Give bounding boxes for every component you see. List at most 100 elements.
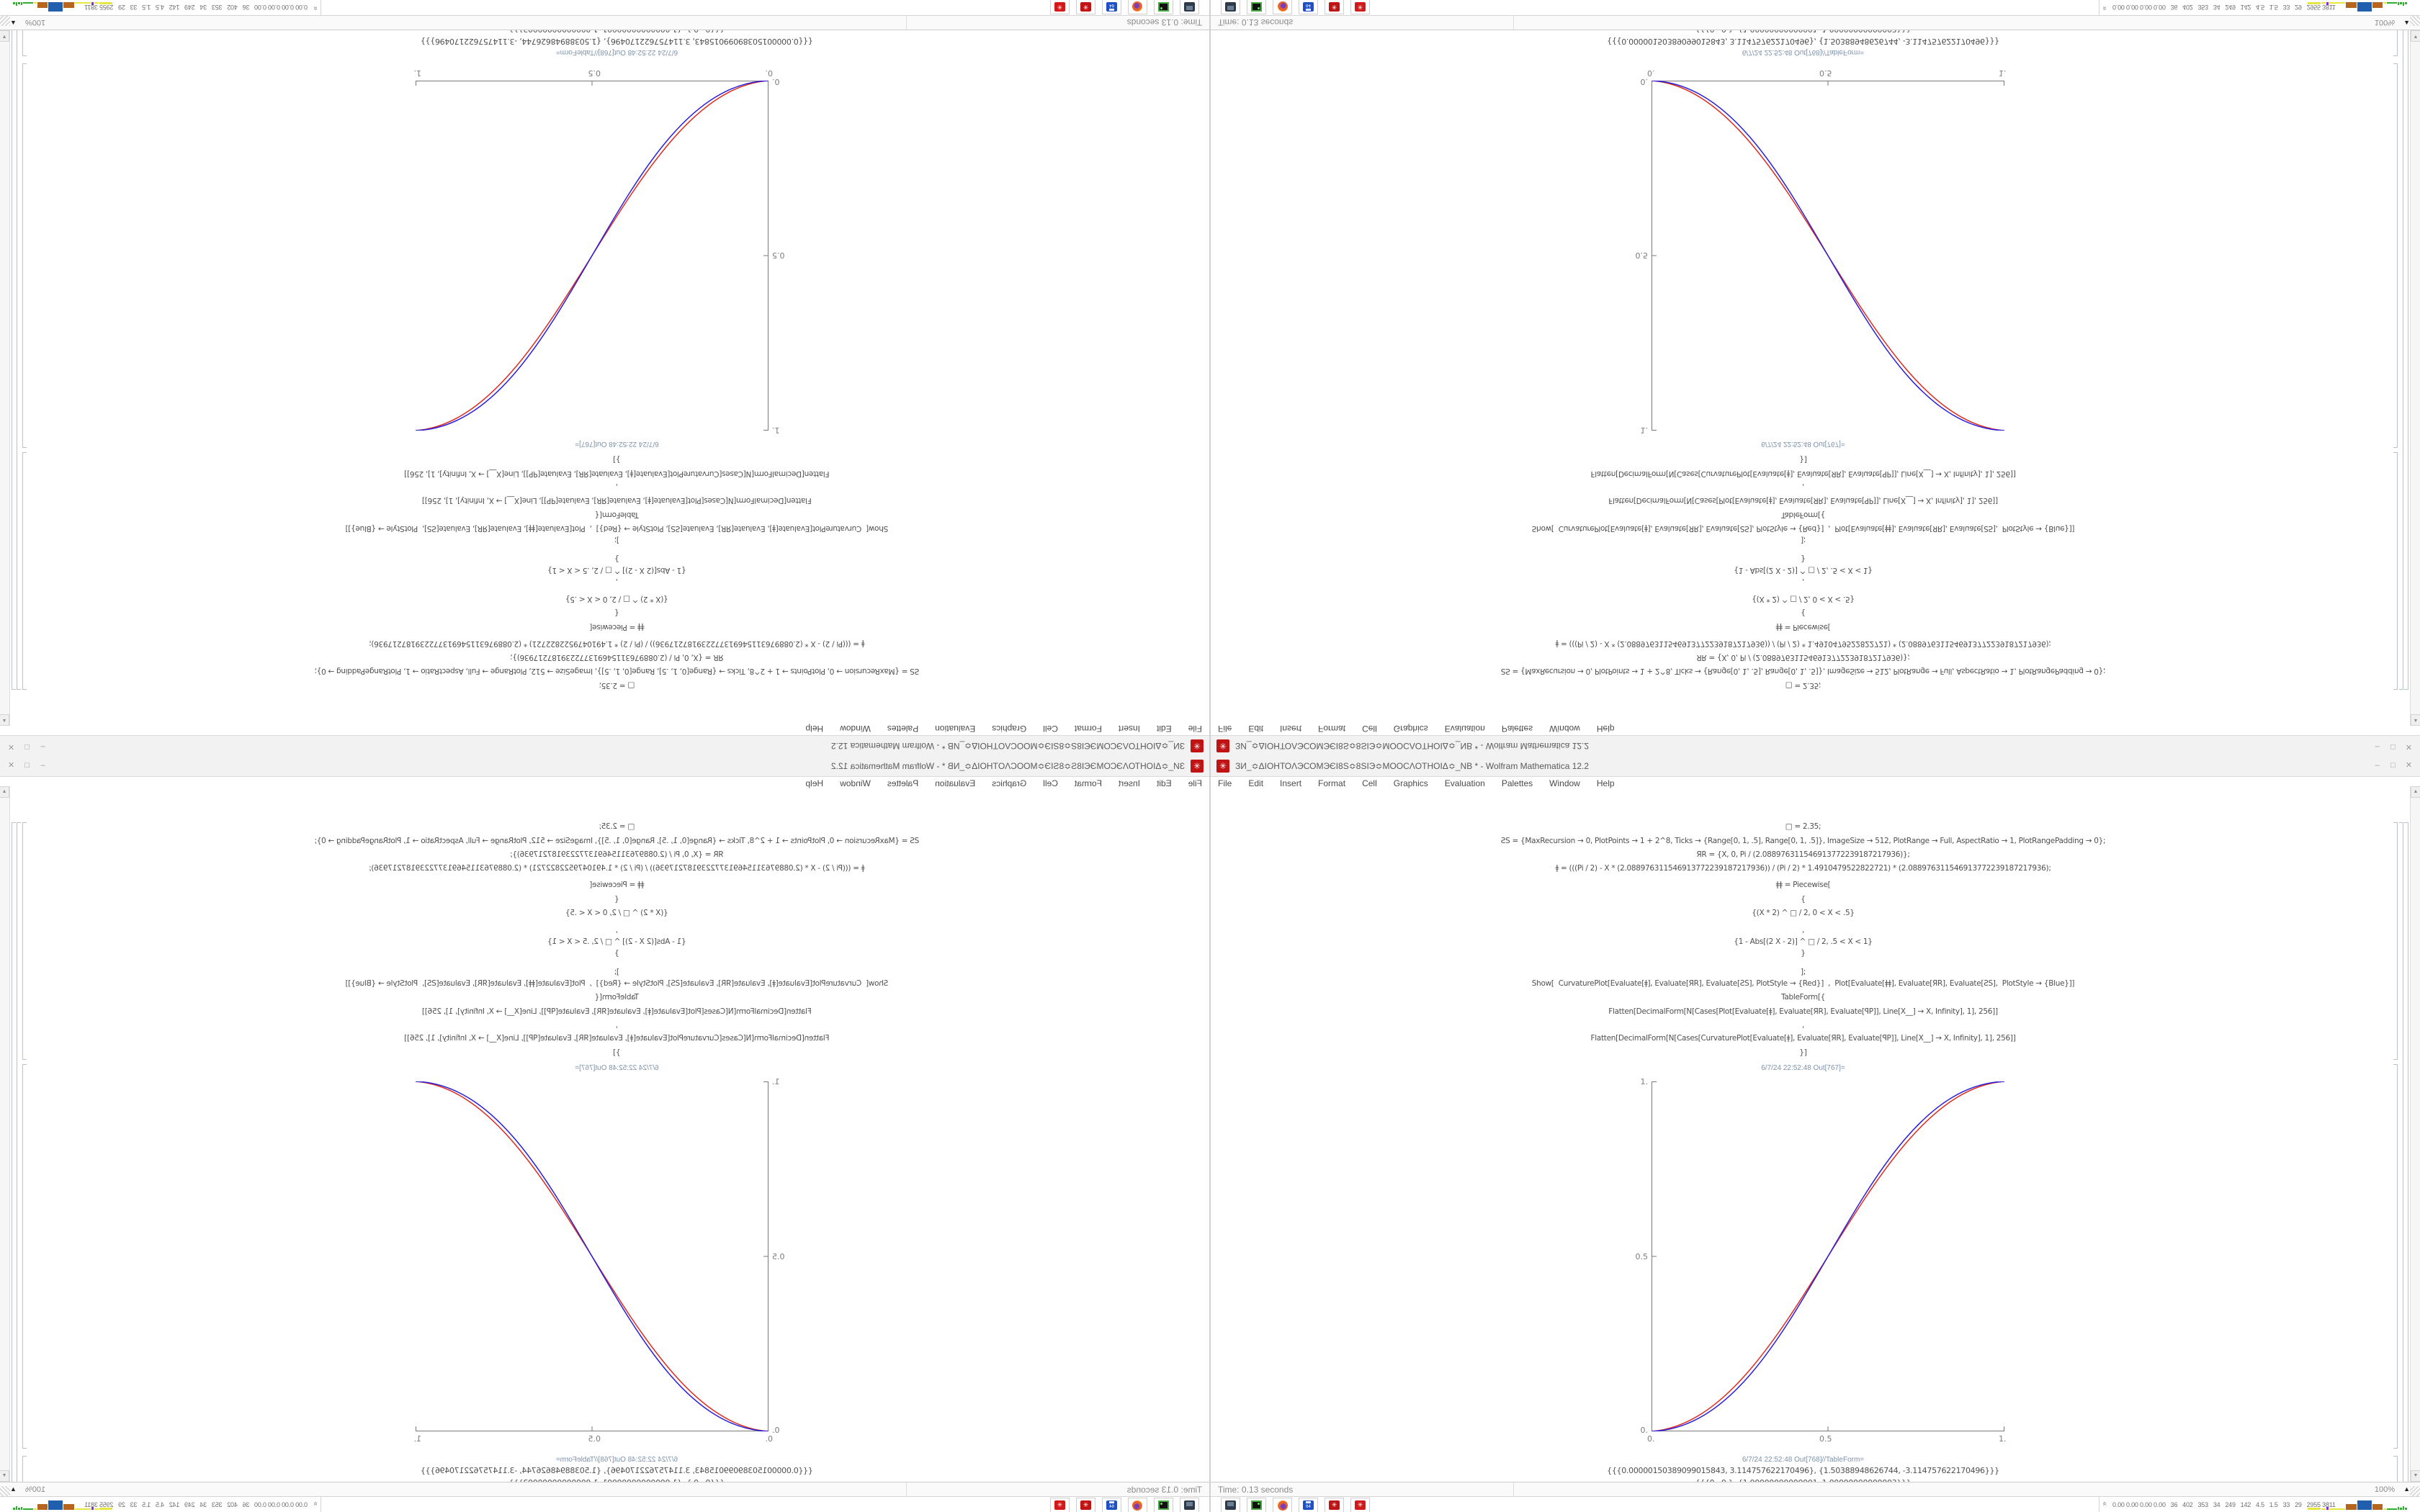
close-button[interactable]: ✕	[7, 761, 15, 770]
scroll-up-arrow[interactable]: ▲	[2411, 714, 2420, 726]
code-line[interactable]: {1 - Abs[(2 X - 2)] ^ □ / 2, .5 < X < 1}	[1734, 937, 1873, 946]
code-line[interactable]: Flatten[DecimalForm[N[Cases[Plot[Evaluat…	[422, 496, 812, 505]
menu-insert[interactable]: Insert	[1118, 724, 1140, 734]
taskbar-item-disk[interactable]	[1247, 0, 1266, 14]
code-line[interactable]: ,	[615, 482, 619, 491]
code-line[interactable]: {	[614, 895, 619, 904]
code-line[interactable]: Flatten[DecimalForm[N[Cases[CurvaturePlo…	[404, 1034, 830, 1043]
close-button[interactable]: ✕	[2405, 761, 2413, 770]
code-line[interactable]: TableForm[{	[1780, 993, 1826, 1002]
code-line[interactable]: ƧS = {MaxRecursion → 0, PlotPoints → 1 +…	[1500, 837, 2106, 845]
notebook-content[interactable]: □ = 2.35; ƧS = {MaxRecursion → 0, PlotPo…	[10, 791, 1209, 1512]
scroll-down-arrow[interactable]: ▼	[0, 1470, 9, 1482]
cell-bracket-input[interactable]	[2393, 452, 2398, 690]
magnification-control[interactable]: 100%	[2374, 1485, 2395, 1494]
menu-help[interactable]: Help	[1596, 778, 1615, 788]
code-line[interactable]: ƧS = {MaxRecursion → 0, PlotPoints → 1 +…	[314, 837, 920, 845]
vertical-scrollbar[interactable]: ▲ ▼	[0, 30, 10, 726]
collapse-chevron-icon[interactable]: «	[2100, 1501, 2109, 1506]
collapse-chevron-icon[interactable]: «	[2100, 6, 2109, 11]
cell-bracket-out-767[interactable]	[2393, 63, 2398, 448]
menu-help[interactable]: Help	[805, 724, 824, 734]
menu-edit[interactable]: Edit	[1248, 778, 1264, 788]
taskbar-item-screenshot[interactable]	[1180, 0, 1199, 14]
code-line[interactable]: ǂǂ = Piecewise[	[1775, 623, 1831, 631]
code-line[interactable]: TableForm[{	[594, 510, 640, 519]
window-titlebar[interactable]: ✳ ЗИ_≎ΔІОНТОΛЭСОМЭЄІ8Ѕ≎8ЅІЭ≎МООСΛОТНОІΔ≎…	[1211, 735, 2420, 756]
menu-edit[interactable]: Edit	[1156, 724, 1172, 734]
taskbar-item-firefox[interactable]	[1128, 1498, 1147, 1512]
cell-group-bracket[interactable]	[2399, 822, 2403, 1492]
taskbar-item-mathematica-2[interactable]: ✳	[1350, 1498, 1370, 1512]
taskbar-item-mathematica-1[interactable]: ✳	[1325, 0, 1344, 14]
notebook-content[interactable]: □ = 2.35; ƧS = {MaxRecursion → 0, PlotPo…	[10, 0, 1209, 721]
menu-edit[interactable]: Edit	[1156, 778, 1172, 788]
menu-file[interactable]: File	[1188, 724, 1202, 734]
menu-insert[interactable]: Insert	[1118, 778, 1140, 788]
resize-grip[interactable]	[2410, 1486, 2420, 1496]
menu-help[interactable]: Help	[1596, 724, 1615, 734]
code-line[interactable]: ǂǂ = Piecewise[	[1775, 881, 1831, 889]
scroll-down-arrow[interactable]: ▼	[0, 30, 9, 42]
scroll-up-arrow[interactable]: ▲	[0, 714, 9, 726]
magnification-arrow-icon[interactable]: ▲	[2403, 19, 2410, 27]
menu-cell[interactable]: Cell	[1043, 724, 1058, 734]
collapse-chevron-icon[interactable]: «	[311, 6, 320, 11]
code-line[interactable]: ,	[615, 1021, 619, 1030]
maximize-button[interactable]: □	[24, 761, 30, 770]
code-line[interactable]: ǂ = (((Pi / 2) - X * (2.0889763115469137…	[1555, 864, 2051, 873]
code-line[interactable]: ];	[614, 968, 620, 976]
code-line[interactable]: Flatten[DecimalForm[N[Cases[Plot[Evaluat…	[422, 1007, 812, 1016]
taskbar-item-installer[interactable]: 64	[1299, 1498, 1318, 1512]
code-line[interactable]: {(X * 2) ^ □ / 2, 0 < X < .5}	[1752, 909, 1855, 917]
code-line[interactable]: ЯR = {X, 0, Pi / (2.08897631154691377223…	[1696, 850, 1910, 859]
menu-window[interactable]: Window	[1549, 724, 1580, 734]
code-line[interactable]: ǂ = (((Pi / 2) - X * (2.0889763115469137…	[1555, 639, 2051, 648]
code-line[interactable]: ,	[1801, 926, 1805, 935]
code-line[interactable]: {	[1801, 895, 1806, 904]
menu-format[interactable]: Format	[1074, 724, 1102, 734]
menu-evaluation[interactable]: Evaluation	[935, 724, 976, 734]
cell-group-bracket-outer[interactable]	[2404, 0, 2408, 690]
menu-file[interactable]: File	[1218, 724, 1232, 734]
code-line[interactable]: ǂǂ = Piecewise[	[589, 623, 645, 631]
code-line[interactable]: {	[1801, 608, 1806, 617]
scroll-down-arrow[interactable]: ▼	[2411, 30, 2420, 42]
taskbar-item-firefox[interactable]	[1128, 0, 1147, 14]
taskbar-item-mathematica-2[interactable]: ✳	[1050, 1498, 1070, 1512]
minimize-button[interactable]: –	[40, 742, 45, 751]
code-line[interactable]: {1 - Abs[(2 X - 2)] ^ □ / 2, .5 < X < 1}	[547, 566, 686, 575]
maximize-button[interactable]: □	[24, 742, 30, 751]
cell-group-bracket[interactable]	[17, 822, 21, 1492]
menu-palettes[interactable]: Palettes	[1501, 724, 1533, 734]
notebook-content[interactable]: □ = 2.35; ƧS = {MaxRecursion → 0, PlotPo…	[1211, 791, 2410, 1512]
menu-evaluation[interactable]: Evaluation	[935, 778, 976, 788]
code-line[interactable]: ЯR = {X, 0, Pi / (2.08897631154691377223…	[1696, 653, 1910, 662]
taskbar-item-installer[interactable]: 64	[1299, 0, 1318, 14]
cell-group-bracket-outer[interactable]	[12, 822, 16, 1512]
code-line[interactable]: {(X * 2) ^ □ / 2, 0 < X < .5}	[1752, 595, 1855, 603]
taskbar-item-installer[interactable]: 64	[1102, 0, 1121, 14]
code-line[interactable]: ,	[1801, 577, 1805, 586]
code-line[interactable]: {1 - Abs[(2 X - 2)] ^ □ / 2, .5 < X < 1}	[1734, 566, 1873, 575]
code-line[interactable]: }	[614, 949, 619, 958]
code-line[interactable]: Flatten[DecimalForm[N[Cases[Plot[Evaluat…	[1608, 1007, 1998, 1016]
menu-cell[interactable]: Cell	[1043, 778, 1058, 788]
taskbar-item-screenshot[interactable]	[1221, 1498, 1240, 1512]
menu-cell[interactable]: Cell	[1362, 778, 1377, 788]
menu-file[interactable]: File	[1188, 778, 1202, 788]
code-line[interactable]: }	[1801, 554, 1806, 563]
scroll-up-arrow[interactable]: ▲	[0, 786, 9, 798]
scroll-down-arrow[interactable]: ▼	[2411, 1470, 2420, 1482]
code-line[interactable]: Show[ CurvaturePlot[Evaluate[ǂ], Evaluat…	[1531, 979, 2075, 988]
vertical-scrollbar[interactable]: ▲ ▼	[2410, 30, 2420, 726]
code-line[interactable]: }	[1801, 949, 1806, 958]
cell-bracket-out-767[interactable]	[22, 63, 27, 448]
code-line[interactable]: Flatten[DecimalForm[N[Cases[CurvaturePlo…	[1590, 1034, 2016, 1043]
menu-format[interactable]: Format	[1074, 778, 1102, 788]
notebook-content[interactable]: □ = 2.35; ƧS = {MaxRecursion → 0, PlotPo…	[1211, 0, 2410, 721]
menu-graphics[interactable]: Graphics	[992, 778, 1027, 788]
taskbar-item-installer[interactable]: 64	[1102, 1498, 1121, 1512]
taskbar-item-screenshot[interactable]	[1180, 1498, 1199, 1512]
code-line[interactable]: TableForm[{	[1780, 510, 1826, 519]
